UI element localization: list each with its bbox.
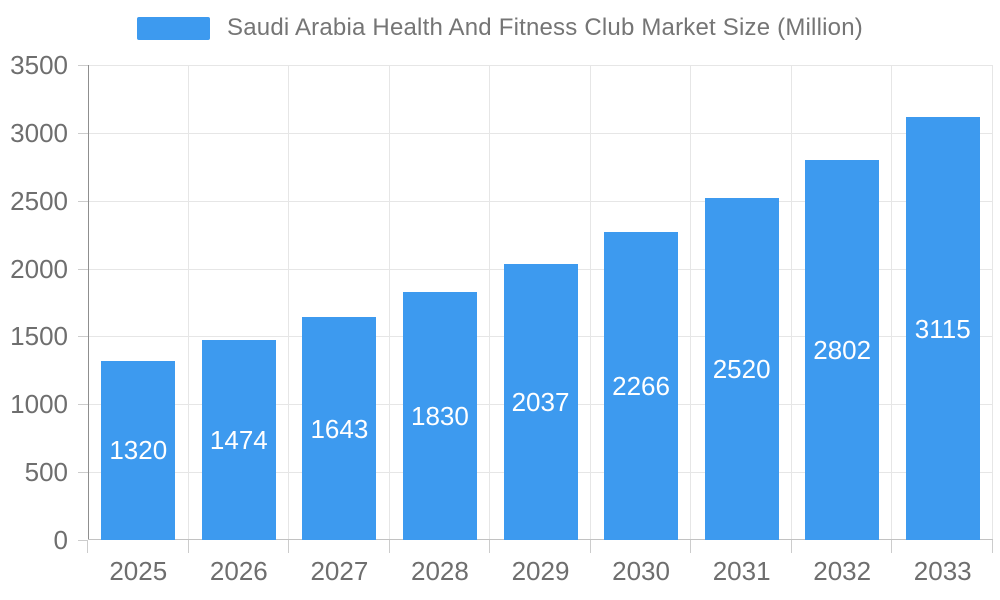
gridline-vertical [891, 65, 893, 540]
x-axis-tick-label: 2030 [612, 556, 670, 586]
gridline-vertical [489, 65, 491, 540]
y-tick [78, 336, 88, 338]
gridline-vertical [992, 65, 993, 540]
bar: 2266 [604, 232, 679, 540]
x-axis-tick-label: 2026 [209, 556, 268, 586]
x-axis-tick-label: 2025 [109, 556, 168, 586]
bar: 2520 [704, 198, 779, 540]
bar-value-label: 1643 [310, 413, 369, 444]
chart-legend: Saudi Arabia Health And Fitness Club Mar… [0, 14, 1000, 42]
bar-value-label: 2802 [813, 334, 872, 365]
gridline-horizontal [88, 132, 993, 134]
gridline-vertical [187, 65, 189, 540]
x-tick [589, 540, 591, 553]
bar-value-label: 1830 [411, 400, 469, 431]
bar: 1830 [402, 291, 477, 540]
y-axis-tick-label: 2500 [10, 185, 68, 216]
y-axis-tick-label: 3000 [10, 117, 68, 148]
y-axis-tick-label: 1500 [10, 321, 68, 352]
gridline-horizontal [88, 65, 993, 66]
bar-value-label: 1320 [109, 435, 168, 466]
bar-value-label: 2520 [712, 354, 771, 384]
gridline-vertical [690, 65, 692, 540]
x-tick [87, 540, 88, 553]
y-axis-tick-label: 3500 [10, 50, 68, 80]
bar-value-label: 3115 [914, 313, 971, 344]
bar-value-label: 1474 [209, 424, 268, 455]
y-tick [78, 132, 88, 134]
y-tick [78, 472, 88, 474]
bar: 3115 [905, 117, 980, 540]
y-axis-line [88, 65, 89, 540]
gridline-vertical [288, 65, 290, 540]
y-tick [78, 200, 88, 202]
x-tick [288, 540, 290, 553]
y-axis-tick-label: 0 [53, 525, 68, 555]
y-tick [78, 65, 88, 66]
x-axis-tick-label: 2032 [813, 556, 872, 586]
y-tick [78, 404, 88, 406]
x-tick [489, 540, 491, 553]
bar: 1474 [201, 339, 276, 540]
gridline-vertical [589, 65, 591, 540]
bar-value-label: 2037 [511, 386, 570, 417]
bar: 1643 [302, 317, 377, 540]
x-tick [992, 540, 993, 553]
x-axis-tick-label: 2028 [411, 556, 469, 586]
x-axis-tick-label: 2033 [913, 556, 972, 586]
gridline-horizontal [88, 200, 993, 202]
bar: 2802 [805, 159, 880, 540]
bar-value-label: 2266 [612, 371, 670, 402]
x-tick [891, 540, 893, 553]
x-tick [790, 540, 792, 553]
y-tick [78, 268, 88, 270]
x-tick [187, 540, 189, 553]
y-axis-labels: 0 500 1000 1500 2000 2500 3000 3500 [0, 52, 70, 553]
gridline-vertical [388, 65, 390, 540]
legend-label: Saudi Arabia Health And Fitness Club Mar… [227, 14, 863, 41]
y-tick [78, 540, 88, 541]
y-axis-tick-label: 500 [24, 457, 68, 488]
x-tick [690, 540, 692, 553]
x-axis-tick-label: 2027 [310, 556, 369, 586]
bar: 1320 [101, 360, 176, 540]
legend-swatch [137, 16, 211, 40]
x-axis-tick-label: 2029 [511, 556, 570, 586]
y-axis-tick-label: 1000 [10, 389, 68, 420]
y-axis-tick-label: 2000 [10, 253, 68, 284]
x-tick [388, 540, 390, 553]
bar: 2037 [503, 263, 578, 540]
plot-area: 1320 1474 1643 1830 2037 2266 2520 2802 3115 [78, 65, 993, 553]
x-axis-tick-label: 2031 [712, 556, 771, 586]
gridline-vertical [790, 65, 792, 540]
x-axis-labels: 2025 2026 2027 2028 2029 2030 2031 2032 2033 [88, 556, 993, 592]
